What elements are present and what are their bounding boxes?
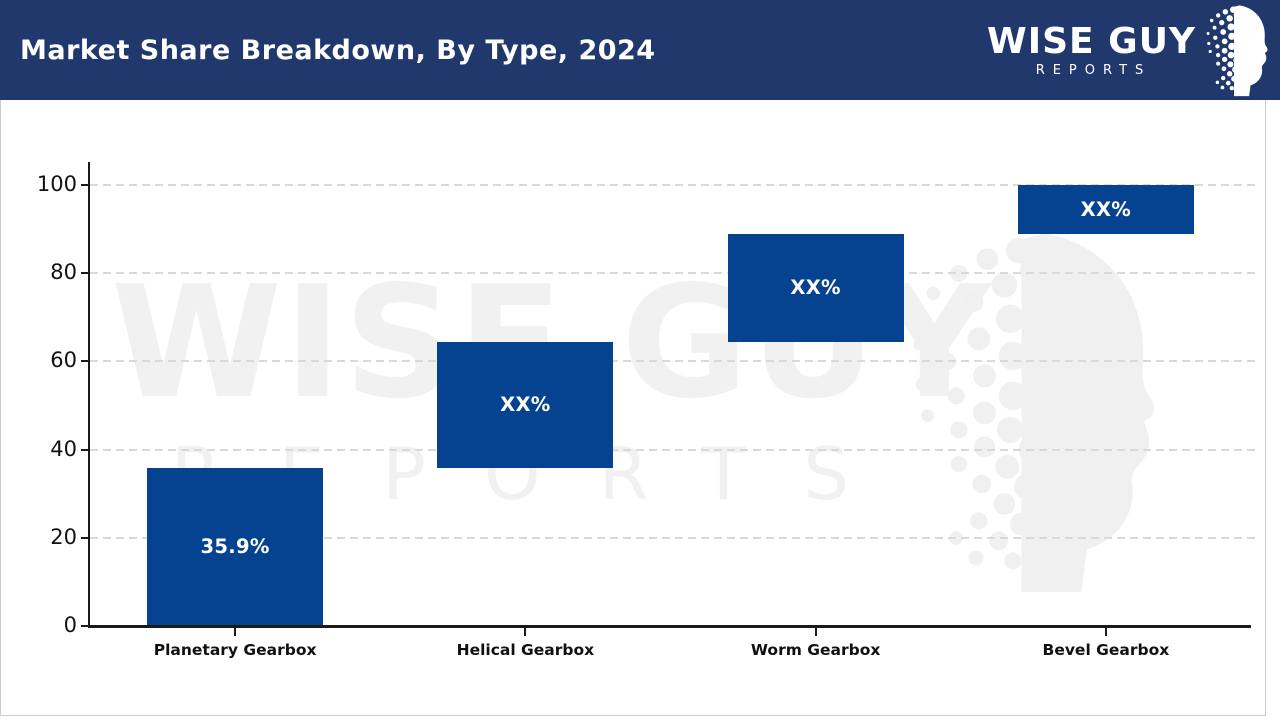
header-bar: Market Share Breakdown, By Type, 2024 WI… [0,0,1280,100]
bar-value-label: 35.9% [200,535,270,559]
bar: XX% [437,341,614,468]
x-tick-mark [814,628,817,636]
y-tick-label: 100 [36,172,77,196]
bar-value-label: XX% [1080,197,1132,221]
wiseguy-head-icon [1198,3,1270,97]
y-tick-mark [81,625,90,627]
x-tick-mark [524,628,527,636]
gridline [90,536,1259,539]
page-title: Market Share Breakdown, By Type, 2024 [20,34,656,66]
wiseguy-logo-text: WISE GUY REPORTS [986,20,1196,78]
y-tick-label: 60 [50,348,77,373]
x-axis-label: Helical Gearbox [456,641,595,659]
y-axis [88,162,90,627]
y-tick-label: 40 [50,436,77,461]
watermark-head-icon [879,225,1164,595]
y-tick-mark [81,360,90,363]
logo-subtext: REPORTS [1035,62,1152,78]
bar-value-label: XX% [790,276,841,300]
gridline [90,184,1259,186]
wiseguy-logo: WISE GUY REPORTS [987,0,1270,100]
x-tick-mark [234,628,237,636]
gridline [90,360,1259,363]
y-tick-label: 20 [50,524,77,549]
gridline [90,448,1259,451]
bar: XX% [1017,185,1194,234]
x-tick-mark [1104,628,1107,636]
bar-value-label: XX% [500,393,551,417]
y-tick-label: 80 [50,260,77,285]
x-axis [88,625,1251,628]
y-tick-mark [81,184,90,186]
x-axis-label: Planetary Gearbox [153,641,317,659]
x-axis-label: Worm Gearbox [750,641,881,659]
bar: 35.9% [147,467,324,626]
gridline [90,272,1259,275]
bar: XX% [727,233,904,342]
logo-wordmark: WISE GUY [986,20,1196,62]
y-tick-label: 0 [63,613,77,637]
x-axis-label: Bevel Gearbox [1042,641,1170,659]
y-tick-mark [81,448,90,451]
y-tick-mark [81,536,90,539]
chart-panel: WISE GUY REPORTS 0 20 40 60 80 100 Planetary G… [0,100,1266,716]
y-tick-mark [81,272,90,275]
